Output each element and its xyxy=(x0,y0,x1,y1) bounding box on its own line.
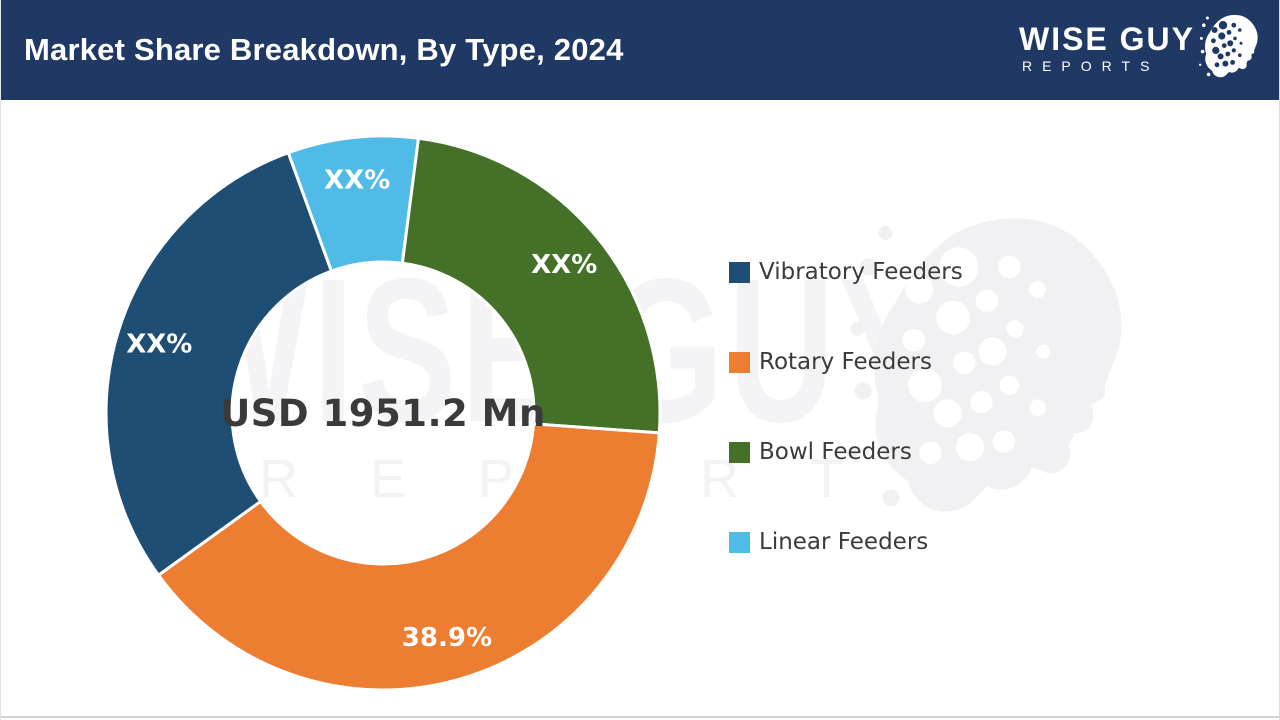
donut-segment-rotary-feeders xyxy=(156,422,661,692)
bottom-divider xyxy=(1,716,1279,718)
page-title: Market Share Breakdown, By Type, 2024 xyxy=(24,32,624,67)
legend-item-bowl-feeders: Bowl Feeders xyxy=(729,436,963,468)
legend-swatch xyxy=(729,531,750,553)
donut-chart: XX% XX% 38.9% XX% USD 1951.2 Mn xyxy=(103,133,663,693)
segment-percentage-label: XX% xyxy=(126,329,192,359)
legend-swatch xyxy=(729,351,750,373)
donut-svg: XX% XX% 38.9% XX% xyxy=(104,134,662,692)
segment-percentage-label: 38.9% xyxy=(402,623,492,653)
legend-item-rotary-feeders: Rotary Feeders xyxy=(729,346,963,378)
legend-label: Vibratory Feeders xyxy=(759,258,963,285)
segment-percentage-label: XX% xyxy=(531,250,597,280)
logo-wise-guy-text: WISE GUY xyxy=(1018,20,1195,57)
legend-label: Bowl Feeders xyxy=(759,438,912,465)
donut-segment-bowl-feeders xyxy=(400,136,662,435)
segment-percentage-label: XX% xyxy=(324,165,390,195)
chart-legend: Vibratory Feeders Rotary Feeders Bowl Feed… xyxy=(729,256,963,558)
wiseguy-logo: WISE GUY REPORTS xyxy=(1019,12,1265,84)
logo-face-icon xyxy=(1199,14,1258,78)
legend-item-linear-feeders: Linear Feeders xyxy=(729,526,963,558)
donut-segment-vibratory-feeders xyxy=(104,151,333,577)
logo-reports-text: REPORTS xyxy=(1021,58,1160,75)
legend-item-vibratory-feeders: Vibratory Feeders xyxy=(729,256,963,288)
legend-swatch xyxy=(729,441,750,463)
legend-label: Linear Feeders xyxy=(759,528,929,555)
legend-swatch xyxy=(729,261,750,283)
legend-label: Rotary Feeders xyxy=(759,348,932,375)
chart-center-value: USD 1951.2 Mn xyxy=(220,391,546,435)
header: Market Share Breakdown, By Type, 2024 WI… xyxy=(1,0,1279,100)
